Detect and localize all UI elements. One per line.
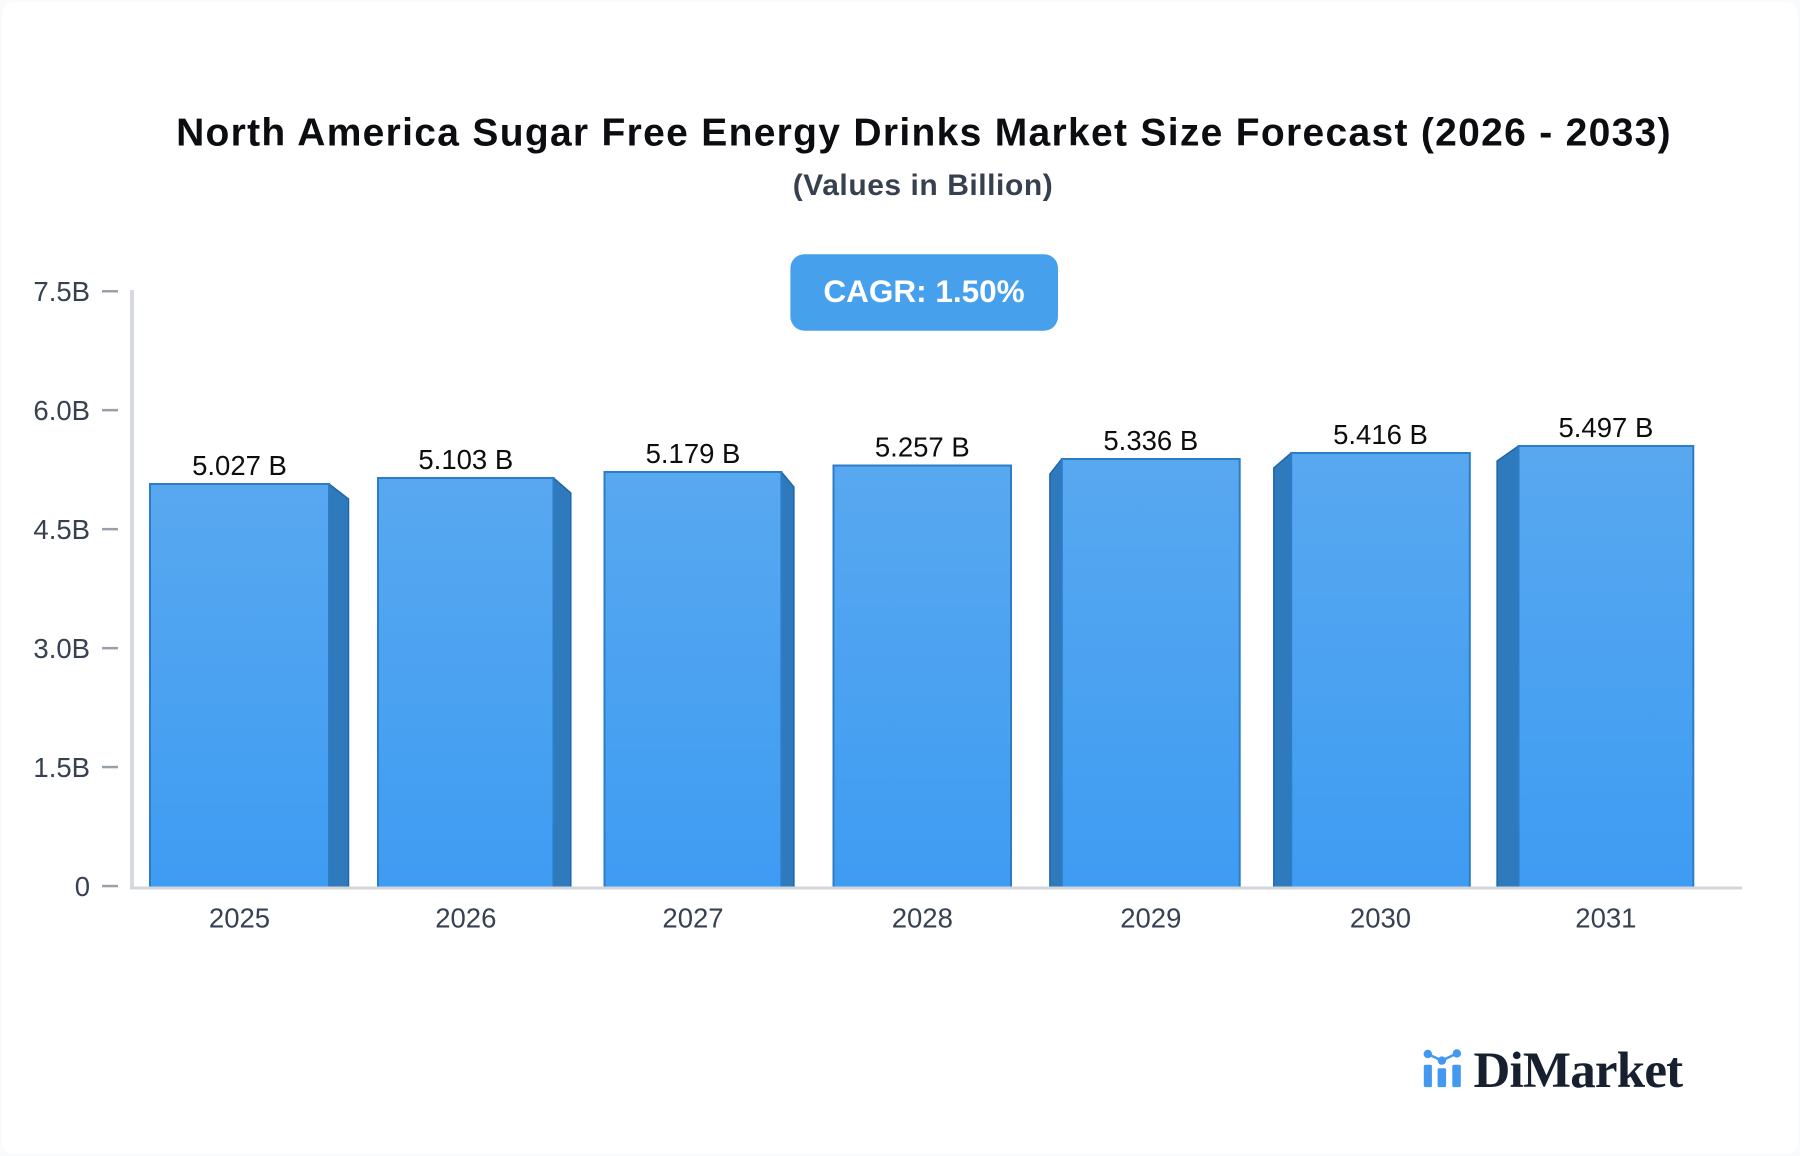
svg-text:CAGR: 1.50%: CAGR: 1.50%: [823, 273, 1024, 309]
svg-text:5.179 B: 5.179 B: [646, 438, 741, 469]
svg-text:5.336 B: 5.336 B: [1103, 425, 1198, 456]
svg-text:7.5B: 7.5B: [33, 276, 90, 307]
svg-text:(Values in Billion): (Values in Billion): [793, 169, 1053, 202]
svg-text:2027: 2027: [662, 903, 723, 934]
svg-text:5.027 B: 5.027 B: [192, 450, 287, 481]
svg-text:5.416 B: 5.416 B: [1333, 419, 1428, 450]
svg-text:2030: 2030: [1350, 903, 1411, 934]
svg-text:5.103 B: 5.103 B: [418, 444, 513, 475]
svg-text:5.497 B: 5.497 B: [1558, 412, 1653, 443]
svg-text:4.5B: 4.5B: [33, 514, 90, 545]
svg-text:North America Sugar Free Energ: North America Sugar Free Energy Drinks M…: [176, 112, 1672, 155]
svg-text:1.5B: 1.5B: [33, 752, 90, 783]
svg-text:DiMarket: DiMarket: [1474, 1043, 1684, 1099]
svg-text:3.0B: 3.0B: [33, 633, 90, 664]
svg-text:5.257 B: 5.257 B: [875, 432, 970, 463]
svg-text:2026: 2026: [435, 903, 496, 934]
svg-text:2029: 2029: [1120, 903, 1181, 934]
svg-text:0: 0: [75, 871, 90, 902]
svg-text:2025: 2025: [209, 903, 270, 934]
svg-text:6.0B: 6.0B: [33, 395, 90, 426]
svg-text:2028: 2028: [892, 903, 953, 934]
svg-text:2031: 2031: [1575, 903, 1636, 934]
